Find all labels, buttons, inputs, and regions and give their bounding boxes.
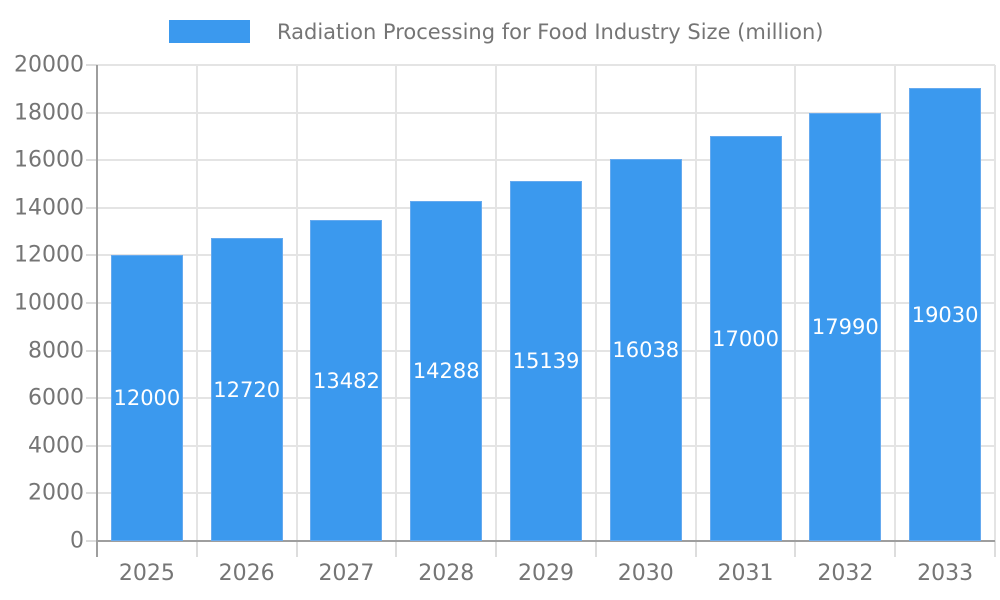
y-tick-label: 16000	[14, 147, 84, 173]
v-gridline	[196, 65, 198, 541]
x-axis-tick	[994, 541, 996, 557]
y-axis-tick	[86, 302, 97, 304]
y-axis-tick	[86, 254, 97, 257]
x-tick-label: 2031	[717, 561, 774, 586]
y-axis-tick	[86, 349, 97, 352]
bar	[310, 220, 382, 541]
legend-swatch	[169, 20, 250, 43]
legend-label: Radiation Processing for Food Industry S…	[277, 19, 824, 44]
x-tick-label: 2026	[218, 561, 275, 586]
v-gridline	[695, 65, 697, 541]
bar	[909, 88, 981, 541]
x-axis-line	[97, 540, 995, 542]
h-gridline	[97, 159, 995, 162]
bar	[809, 112, 881, 541]
y-axis-tick	[86, 159, 97, 162]
x-axis-tick	[196, 541, 198, 557]
h-gridline	[97, 111, 995, 114]
bar	[410, 200, 482, 541]
y-tick-label: 2000	[28, 480, 84, 506]
y-tick-label: 18000	[14, 100, 84, 126]
v-gridline	[994, 65, 996, 541]
y-axis-tick	[86, 397, 97, 400]
bar-value-label: 12000	[113, 386, 181, 411]
bar	[510, 180, 582, 541]
y-tick-label: 10000	[14, 290, 84, 316]
y-axis-line	[96, 65, 98, 557]
x-axis-tick	[695, 541, 697, 557]
x-tick-label: 2030	[617, 561, 674, 586]
y-tick-label: 8000	[28, 338, 84, 364]
v-gridline	[395, 65, 397, 541]
bar	[710, 136, 782, 541]
x-tick-label: 2027	[318, 561, 375, 586]
y-axis-tick	[86, 444, 97, 447]
bar-value-label: 13482	[313, 368, 380, 393]
bar-value-label: 12720	[213, 377, 281, 402]
y-tick-label: 14000	[14, 195, 84, 221]
bar-value-label: 19030	[911, 302, 979, 327]
bar-value-label: 17990	[811, 314, 879, 339]
x-axis-tick	[495, 541, 497, 557]
v-gridline	[794, 65, 796, 541]
x-axis-tick	[595, 541, 597, 557]
y-tick-label: 6000	[28, 385, 84, 411]
y-tick-label: 12000	[14, 242, 84, 268]
h-gridline	[97, 64, 995, 66]
x-tick-label: 2028	[418, 561, 475, 586]
x-axis-tick	[794, 541, 796, 557]
y-tick-label: 4000	[28, 433, 84, 459]
legend: Radiation Processing for Food Industry S…	[169, 17, 824, 46]
x-axis-tick	[296, 541, 298, 557]
bar-value-label: 17000	[712, 326, 779, 351]
y-axis-tick	[86, 540, 97, 542]
x-tick-label: 2032	[817, 561, 874, 586]
x-tick-label: 2033	[917, 561, 974, 586]
bar-value-label: 16038	[612, 338, 680, 363]
v-gridline	[595, 65, 597, 541]
bar-value-label: 14288	[412, 358, 480, 383]
x-axis-tick	[894, 541, 896, 557]
y-axis-tick	[86, 111, 97, 114]
v-gridline	[894, 65, 896, 541]
bar	[211, 238, 283, 541]
v-gridline	[495, 65, 497, 541]
bar-value-label: 15139	[512, 348, 580, 373]
x-axis-tick	[395, 541, 397, 557]
y-tick-label: 20000	[14, 52, 84, 78]
bar	[111, 255, 183, 541]
x-tick-label: 2025	[118, 561, 175, 586]
y-axis-tick	[86, 206, 97, 209]
y-axis-tick	[86, 492, 97, 495]
bar	[610, 159, 682, 541]
x-tick-label: 2029	[518, 561, 574, 586]
y-tick-label: 0	[70, 528, 84, 554]
y-axis-tick	[86, 64, 97, 66]
v-gridline	[296, 65, 298, 541]
